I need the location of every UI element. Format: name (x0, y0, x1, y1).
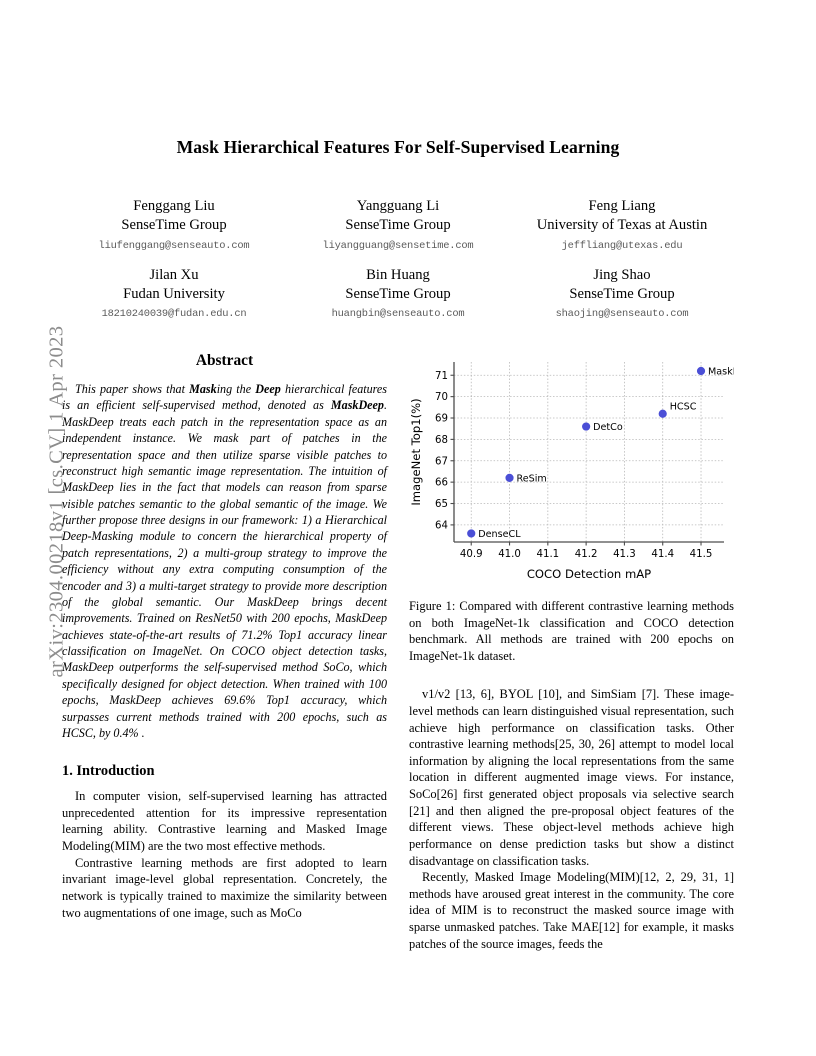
author-affiliation: University of Texas at Austin (536, 217, 708, 234)
section-heading-introduction: 1. Introduction (62, 763, 155, 780)
x-tick-label: 41.0 (498, 549, 521, 560)
body-paragraph-1: v1/v2 [13, 6], BYOL [10], and SimSiam [7… (409, 687, 734, 868)
y-tick-label: 65 (435, 499, 448, 510)
right-column-text: v1/v2 [13, 6], BYOL [10], and SimSiam [7… (409, 686, 734, 952)
data-point-label: ReSim (517, 473, 547, 484)
author-name: Jing Shao (593, 266, 651, 283)
x-tick-label: 41.5 (690, 549, 713, 560)
author-row-1: Fenggang Liu SenseTime Group liufenggang… (62, 197, 734, 252)
y-tick-label: 67 (435, 456, 448, 467)
author-block: Bin Huang SenseTime Group huangbin@sense… (286, 266, 510, 321)
author-row-2: Jilan Xu Fudan University 18210240039@fu… (62, 266, 734, 321)
data-point[interactable] (505, 473, 514, 482)
left-column: Abstract This paper shows that Masking t… (62, 352, 387, 952)
author-email[interactable]: 18210240039@fudan.edu.cn (101, 308, 247, 320)
x-tick-label: 40.9 (460, 549, 483, 560)
author-affiliation: SenseTime Group (569, 285, 675, 302)
emphasis: Deep (255, 382, 281, 396)
figure-1-caption: Figure 1: Compared with different contra… (409, 599, 734, 663)
emphasis: MaskDeep (330, 398, 384, 413)
author-name: Yangguang Li (356, 198, 440, 214)
author-name: Fenggang Liu (133, 198, 215, 214)
author-affiliation: SenseTime Group (345, 285, 451, 302)
author-block: Feng Liang University of Texas at Austin… (510, 197, 734, 252)
y-axis-label: ImageNet Top1(%) (409, 398, 423, 505)
abstract-text: This paper shows that Masking the Deep h… (62, 382, 387, 740)
body-paragraph-2: Recently, Masked Image Modeling(MIM)[12,… (409, 870, 734, 951)
author-block: Yangguang Li SenseTime Group liyangguang… (286, 197, 510, 252)
figure-1-chart: 40.9 41.0 41.1 41.2 41.3 41.4 41.5 64 65 66 67 68 69… (409, 352, 758, 584)
data-point[interactable] (582, 422, 591, 431)
author-name: Bin Huang (366, 266, 430, 283)
x-tick-label: 41.3 (613, 549, 636, 560)
two-column-body: Abstract This paper shows that Masking t… (62, 352, 758, 952)
x-tick-label: 41.2 (575, 549, 598, 560)
figure-1: 40.9 41.0 41.1 41.2 41.3 41.4 41.5 64 65 66 67 68 69… (409, 352, 758, 664)
data-point-label: DetCo (593, 422, 623, 433)
y-tick-label: 69 (435, 414, 448, 425)
author-block: Jing Shao SenseTime Group shaojing@sense… (510, 266, 734, 321)
author-block: Jilan Xu Fudan University 18210240039@fu… (62, 266, 286, 321)
intro-paragraph-1: In computer vision, self-supervised lear… (62, 789, 387, 854)
author-name: Jilan Xu (149, 266, 199, 283)
data-point[interactable] (658, 409, 667, 418)
author-email[interactable]: liufenggang@senseauto.com (98, 239, 250, 252)
intro-paragraph-2: Contrastive learning methods are first a… (62, 855, 387, 920)
page-title: Mask Hierarchical Features For Self-Supe… (176, 137, 620, 157)
y-tick-label: 70 (435, 392, 448, 403)
emphasis: Mask (189, 382, 217, 396)
x-tick-label: 41.4 (651, 549, 674, 560)
y-tick-label: 68 (435, 435, 448, 446)
y-tick-label: 64 (435, 520, 448, 531)
author-affiliation: SenseTime Group (345, 217, 451, 234)
author-affiliation: SenseTime Group (121, 217, 227, 234)
x-axis-label: COCO Detection mAP (527, 567, 651, 581)
author-email[interactable]: jeffliang@utexas.edu (561, 239, 683, 252)
data-point-label: HCSC (670, 402, 697, 413)
y-tick-label: 66 (435, 478, 448, 489)
data-point-label: MaskDeep (708, 366, 734, 377)
author-block: Fenggang Liu SenseTime Group liufenggang… (62, 197, 286, 252)
abstract-heading: Abstract (195, 352, 254, 369)
data-point-label: DenseCL (478, 529, 521, 540)
paper-page: Mask Hierarchical Features For Self-Supe… (62, 0, 758, 1056)
data-point[interactable] (696, 366, 706, 376)
data-point[interactable] (467, 529, 476, 538)
author-email[interactable]: shaojing@senseauto.com (555, 308, 689, 320)
scatter-plot: 40.9 41.0 41.1 41.2 41.3 41.4 41.5 64 65 66 67 68 69… (409, 362, 758, 581)
author-email[interactable]: liyangguang@sensetime.com (322, 239, 474, 252)
x-tick-label: 41.1 (536, 549, 559, 560)
author-affiliation: Fudan University (123, 285, 225, 302)
author-name: Feng Liang (588, 198, 656, 214)
right-column: 40.9 41.0 41.1 41.2 41.3 41.4 41.5 64 65 66 67 68 69… (409, 352, 758, 952)
y-tick-label: 71 (435, 371, 448, 382)
author-email[interactable]: huangbin@senseauto.com (331, 308, 465, 320)
